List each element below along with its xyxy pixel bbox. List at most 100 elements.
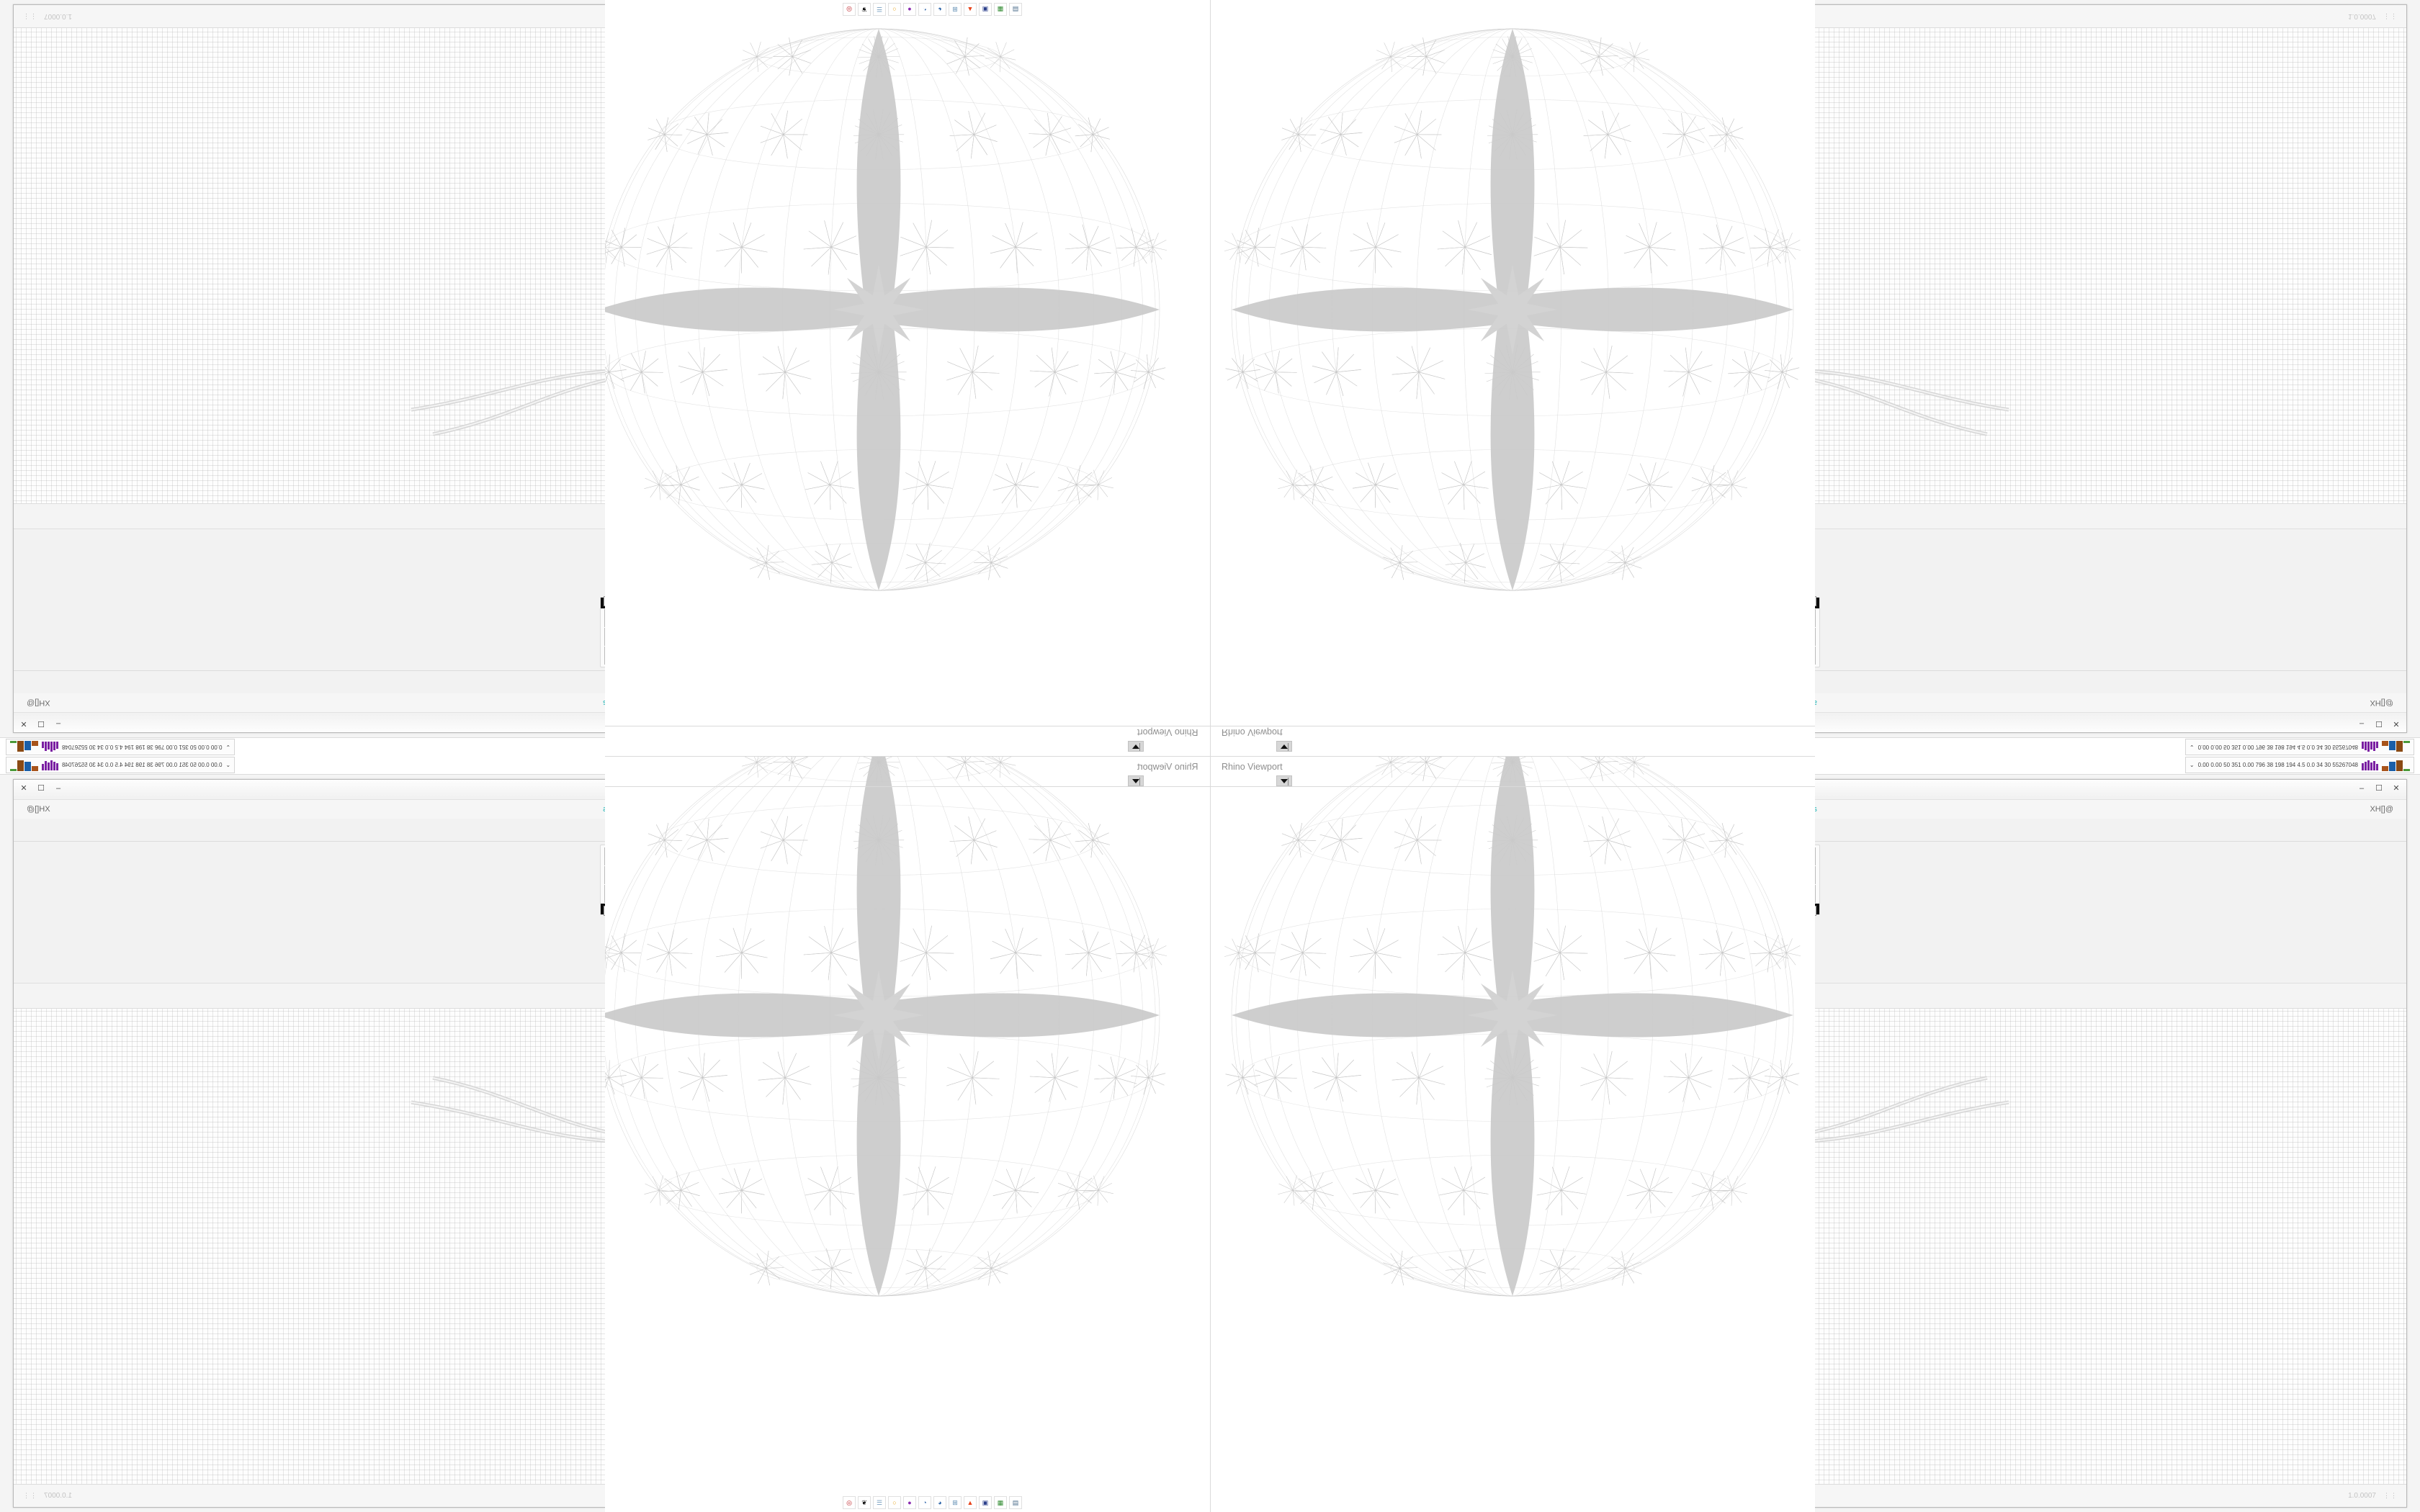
ribbon-component-icon[interactable]: ∿ <box>1083 885 1101 903</box>
menu-item-mantis[interactable]: Mantis <box>603 698 627 707</box>
ribbon-component-icon[interactable]: ◔ <box>1358 847 1376 865</box>
ribbon-component-icon[interactable]: ╱ <box>1587 590 1606 608</box>
ribbon-component-icon[interactable]: ● <box>931 572 950 590</box>
ribbon-component-icon[interactable]: ☁ <box>712 904 731 922</box>
ribbon-component-icon[interactable]: ▥ <box>840 885 859 903</box>
ribbon-component-icon[interactable]: ▒ <box>987 885 1006 903</box>
ribbon-component-icon[interactable]: ⤓ <box>892 847 911 865</box>
output-port-solid[interactable]: ❴ <box>994 1262 1006 1278</box>
menu-item-elefront[interactable]: eleFront <box>786 805 816 814</box>
ribbon-component-icon[interactable]: ✵ <box>1111 847 1129 865</box>
ribbon-component-icon[interactable]: ✣ <box>1561 866 1580 884</box>
chevron-down-icon[interactable]: ▼ <box>1491 963 1496 968</box>
ribbon-component-icon[interactable]: ◨ <box>1386 922 1404 940</box>
ribbon-component-icon[interactable]: 0.1 <box>1442 904 1461 922</box>
ribbon-component-icon[interactable]: ■ <box>1535 847 1554 865</box>
ribbon-component-icon[interactable]: ⤳ <box>1535 922 1554 940</box>
menu-item-snappinggecko[interactable]: SnappingGecko <box>646 805 703 814</box>
menu-item-help[interactable]: Help <box>1443 698 1459 707</box>
ribbon-component-icon[interactable]: ◔ <box>1044 647 1062 665</box>
component-title[interactable]: Polyhedron <box>1095 321 1175 341</box>
ribbon-component-icon[interactable]: ╱ <box>1657 885 1675 903</box>
ribbon-component-icon[interactable]: ╱ <box>745 885 763 903</box>
ribbon-component-icon[interactable]: ▱ <box>1138 866 1157 884</box>
shuffle-icon[interactable] <box>826 508 842 524</box>
zaxis-y-field[interactable]: 0.0 <box>1068 412 1088 427</box>
rhino-readout-box[interactable]: ⌄ 0.00 0.00 50 351 0.00 796 38 198 194 4… <box>2184 757 2414 773</box>
ribbon-component-icon[interactable]: ╱ <box>1166 885 1185 903</box>
ribbon-component-icon[interactable]: ⥁ <box>745 922 763 940</box>
ribbon-component-icon[interactable]: ✦ <box>1235 647 1254 665</box>
ribbon-component-icon[interactable]: ⧓ <box>1235 922 1254 940</box>
output-port-curves[interactable]: ❴ <box>994 1048 1006 1063</box>
input-port-plane[interactable]: ❳ <box>1228 420 1240 436</box>
ribbon-component-icon[interactable]: ❀ <box>647 572 666 590</box>
ribbon-component-icon[interactable]: ∿ <box>1319 609 1337 627</box>
ribbon-component-icon[interactable]: ◯ <box>777 572 796 590</box>
menu-item-snappinggecko[interactable]: SnappingGecko <box>1717 698 1774 707</box>
ribbon-component-icon[interactable]: ABC <box>777 553 796 571</box>
ribbon-component-icon[interactable]: ☸ <box>1657 904 1675 922</box>
ribbon-component-icon[interactable]: ◍ <box>1754 628 1773 646</box>
ribbon-component-icon[interactable]: ⊕ <box>1111 590 1129 608</box>
ribbon-tab-triangle-icon[interactable]: ◢ <box>1352 821 1371 840</box>
ribbon-component-icon[interactable]: S <box>1083 572 1101 590</box>
ribbon-component-icon[interactable]: ⊘ <box>1235 553 1254 571</box>
ribbon-tab-letter-c-icon[interactable]: C <box>764 821 783 840</box>
input-port-scale[interactable]: ❳ <box>1228 1262 1240 1278</box>
ribbon-tab-hex-tab-icon[interactable] <box>1170 820 1189 840</box>
ribbon-component-icon[interactable]: ▤ <box>814 553 833 571</box>
ribbon-component-icon[interactable]: ◌ <box>680 628 699 646</box>
output-port-solid[interactable]: ❴ <box>994 234 1006 250</box>
input-port-scale[interactable]: ❳ <box>1180 234 1192 250</box>
input-port-name[interactable]: ❳ <box>1228 1205 1240 1220</box>
shuffle-icon[interactable] <box>826 988 842 1004</box>
output-port-curves[interactable]: ❴ <box>994 292 1006 307</box>
ribbon-component-icon[interactable]: ◔ <box>1358 647 1376 665</box>
ribbon-component-icon[interactable]: 20 <box>840 922 859 940</box>
ribbon-tab-sigma-icon[interactable]: Σ <box>1251 821 1270 840</box>
ribbon-component-icon[interactable]: ◗ <box>745 647 763 665</box>
origin-y-field[interactable]: 0.0 <box>1068 1223 1088 1238</box>
ribbon-component-icon[interactable]: A <box>647 647 666 665</box>
ribbon-component-icon[interactable]: ▤ <box>814 941 833 959</box>
ribbon-tab-bird-icon[interactable] <box>704 821 722 840</box>
ribbon-component-icon[interactable]: ⚷ <box>1721 590 1740 608</box>
ribbon-component-icon[interactable]: ◔ <box>1414 590 1433 608</box>
ribbon-component-icon[interactable]: ✦ <box>1235 847 1254 865</box>
ribbon-component-icon[interactable]: ABC <box>1624 553 1643 571</box>
ribbon-component-icon[interactable]: IMG <box>892 904 911 922</box>
search-icon[interactable] <box>887 508 902 524</box>
ribbon-tab-letter-c2-icon[interactable]: C <box>724 821 743 840</box>
menu-item-mantis[interactable]: Mantis <box>603 805 627 814</box>
ribbon-component-icon[interactable]: ∴ <box>604 847 623 865</box>
ribbon-component-icon[interactable]: ✱ <box>1016 647 1034 665</box>
ribbon-component-icon[interactable]: ➡ <box>1657 941 1675 959</box>
ribbon-component-icon[interactable]: ▤ <box>1587 553 1606 571</box>
component-title[interactable]: Polyhedron <box>1095 1171 1175 1191</box>
chevron-down-icon[interactable]: ▼ <box>1340 963 1345 968</box>
ribbon-component-icon[interactable]: ☂ <box>1587 628 1606 646</box>
menu-item-elefront[interactable]: eleFront <box>786 698 816 707</box>
ribbon-component-icon[interactable]: ◧ <box>1291 628 1310 646</box>
name-field[interactable]: CUBE <box>1333 1205 1373 1220</box>
ribbon-component-icon[interactable]: ▨ <box>1470 866 1489 884</box>
origin-z-field[interactable]: 0.0 <box>1037 1066 1057 1081</box>
menu-item-edit[interactable]: Edit <box>1276 698 1291 707</box>
output-port-solid[interactable]: ❴ <box>994 391 1006 407</box>
origin-y-field[interactable]: 0.0 <box>1332 1066 1352 1081</box>
ribbon-tab-letter-d2-icon[interactable]: D <box>1738 673 1757 692</box>
ribbon-component-icon[interactable]: C/ <box>1721 647 1740 665</box>
chevron-down-icon[interactable]: ▼ <box>1407 513 1412 519</box>
ribbon-tab-y-curve-icon[interactable]: Ψ <box>1130 821 1149 840</box>
preview-green-icon[interactable] <box>704 988 720 1004</box>
preview-eye-icon[interactable] <box>1015 508 1031 524</box>
chevron-down-icon[interactable]: ▼ <box>924 963 929 968</box>
ribbon-component-icon[interactable]: ☁ <box>1689 904 1708 922</box>
component-title[interactable]: Relay <box>647 389 696 408</box>
ribbon-component-icon[interactable]: ▮ <box>1535 609 1554 627</box>
ribbon-component-icon[interactable]: ➡ <box>1657 553 1675 571</box>
ribbon-component-icon[interactable]: Pr <box>1689 922 1708 940</box>
shade-white-icon[interactable] <box>775 508 791 524</box>
ribbon-component-icon[interactable]: ⁂ <box>1358 885 1376 903</box>
